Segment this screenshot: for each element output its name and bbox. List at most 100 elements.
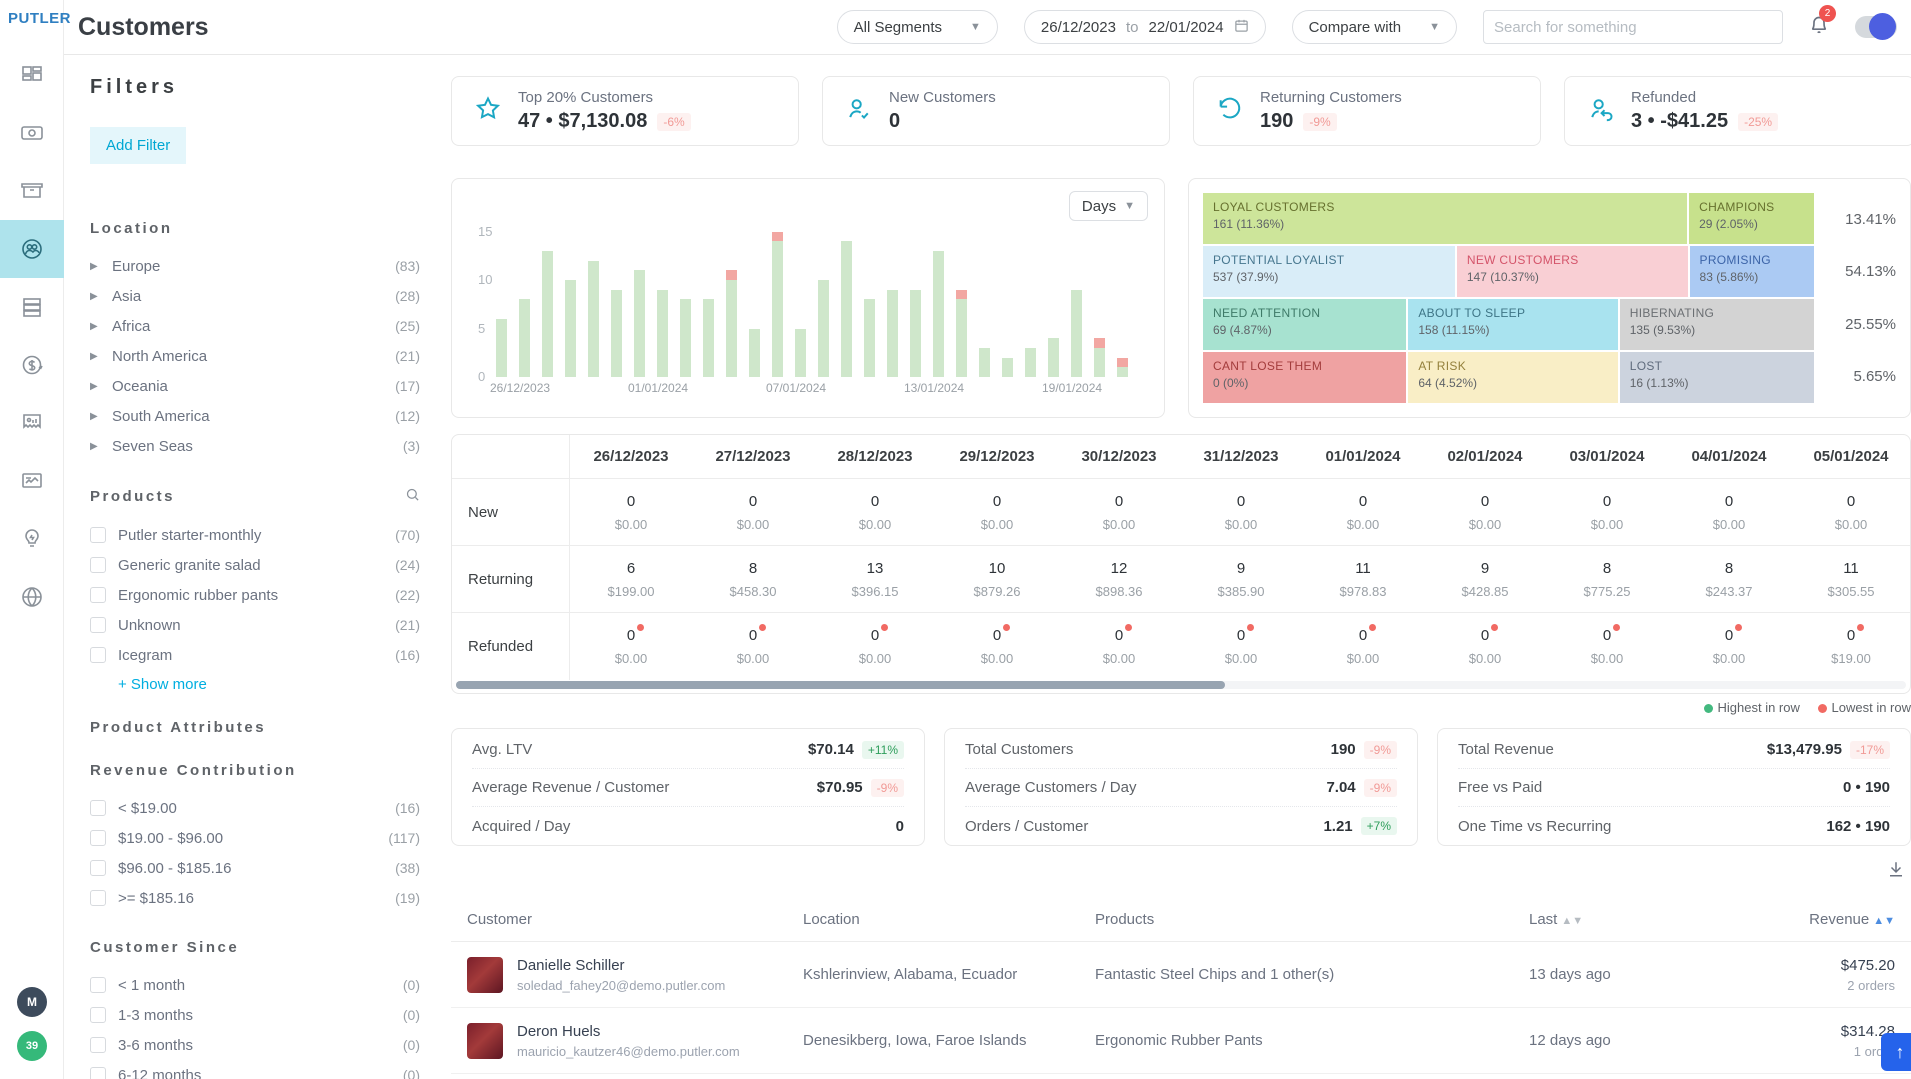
product-filter-checkbox[interactable]: [90, 587, 106, 603]
chart-bar[interactable]: [680, 299, 691, 377]
chart-bar[interactable]: [565, 280, 576, 377]
daily-cell[interactable]: 9 $385.90: [1180, 560, 1302, 599]
product-filter-item[interactable]: Unknown (21): [90, 610, 420, 640]
rfm-segment-loyal-customers[interactable]: LOYAL CUSTOMERS 161 (11.36%): [1203, 193, 1688, 244]
product-filter-checkbox[interactable]: [90, 617, 106, 633]
daily-cell[interactable]: 0 $0.00: [1180, 493, 1302, 532]
theme-toggle[interactable]: [1855, 13, 1897, 40]
chart-bar[interactable]: [979, 347, 990, 377]
rfm-segment-about-to-sleep[interactable]: ABOUT TO SLEEP 158 (11.15%): [1408, 299, 1618, 350]
sidebar-item-insights[interactable]: [0, 394, 64, 452]
segments-dropdown[interactable]: All Segments ▼: [836, 10, 998, 44]
daily-cell[interactable]: 8 $458.30: [692, 560, 814, 599]
since-filter-item[interactable]: < 1 month (0): [90, 970, 420, 1000]
chart-bar[interactable]: [657, 289, 668, 377]
daily-cell[interactable]: 10 $879.26: [936, 560, 1058, 599]
show-more-link[interactable]: + Show more: [118, 676, 207, 693]
daily-cell[interactable]: 0 $0.00: [936, 493, 1058, 532]
scroll-to-top-button[interactable]: ↑: [1881, 1033, 1911, 1071]
revenue-filter-item[interactable]: < $19.00 (16): [90, 793, 420, 823]
chart-bar[interactable]: [795, 328, 806, 377]
chart-bar[interactable]: [1071, 289, 1082, 377]
daily-cell[interactable]: 11 $978.83: [1302, 560, 1424, 599]
revenue-filter-checkbox[interactable]: [90, 800, 106, 816]
daily-cell[interactable]: 13 $396.15: [814, 560, 936, 599]
product-filter-item[interactable]: Putler starter-monthly (70): [90, 520, 420, 550]
rfm-segment-potential-loyalist[interactable]: POTENTIAL LOYALIST 537 (37.9%): [1203, 246, 1455, 297]
chart-bar[interactable]: [910, 289, 921, 377]
search-input[interactable]: [1494, 18, 1772, 36]
chart-bar[interactable]: [542, 250, 553, 377]
chart-bar[interactable]: [772, 231, 783, 377]
daily-cell[interactable]: 0 $0.00: [1424, 624, 1546, 666]
location-filter-item[interactable]: ▶ South America (12): [90, 401, 420, 431]
location-filter-item[interactable]: ▶ Asia (28): [90, 281, 420, 311]
sidebar-item-sales[interactable]: [0, 104, 64, 162]
daily-cell[interactable]: 11 $305.55: [1790, 560, 1910, 599]
daily-cell[interactable]: 9 $428.85: [1424, 560, 1546, 599]
since-filter-checkbox[interactable]: [90, 977, 106, 993]
revenue-filter-item[interactable]: $19.00 - $96.00 (117): [90, 823, 420, 853]
daily-cell[interactable]: 0 $0.00: [570, 493, 692, 532]
chart-period-dropdown[interactable]: Days ▼: [1068, 191, 1148, 221]
date-range-picker[interactable]: 26/12/2023 to 22/01/2024: [1023, 10, 1266, 44]
daily-cell[interactable]: 0 $0.00: [1058, 624, 1180, 666]
daily-cell[interactable]: 0 $0.00: [1424, 493, 1546, 532]
chart-bar[interactable]: [887, 289, 898, 377]
daily-cell[interactable]: 0 $0.00: [1668, 493, 1790, 532]
rfm-segment-champions[interactable]: CHAMPIONS 29 (2.05%): [1689, 193, 1814, 244]
daily-cell[interactable]: 0 $0.00: [1180, 624, 1302, 666]
daily-cell[interactable]: 0 $0.00: [814, 624, 936, 666]
daily-cell[interactable]: 12 $898.36: [1058, 560, 1180, 599]
chart-bar[interactable]: [634, 270, 645, 377]
location-filter-item[interactable]: ▶ Africa (25): [90, 311, 420, 341]
col-last-sort[interactable]: Last ▲▼: [1529, 911, 1584, 928]
daily-cell[interactable]: 8 $775.25: [1546, 560, 1668, 599]
chart-bar[interactable]: [611, 289, 622, 377]
sidebar-item-trends[interactable]: [0, 452, 64, 510]
since-filter-checkbox[interactable]: [90, 1037, 106, 1053]
product-filter-checkbox[interactable]: [90, 557, 106, 573]
chart-bar[interactable]: [726, 270, 737, 377]
chart-bar[interactable]: [1025, 347, 1036, 377]
download-icon[interactable]: [1887, 860, 1905, 883]
rfm-segment-new-customers[interactable]: NEW CUSTOMERS 147 (10.37%): [1456, 246, 1688, 297]
customer-row[interactable]: Danielle Schiller soledad_fahey20@demo.pu…: [451, 942, 1911, 1008]
daily-cell[interactable]: 0 $0.00: [570, 624, 692, 666]
product-filter-item[interactable]: Icegram (16): [90, 640, 420, 670]
daily-cell[interactable]: 0 $0.00: [692, 493, 814, 532]
since-filter-item[interactable]: 1-3 months (0): [90, 1000, 420, 1030]
sidebar-item-dashboard[interactable]: [0, 46, 64, 104]
daily-cell[interactable]: 0 $0.00: [1302, 624, 1424, 666]
daily-cell[interactable]: 0 $0.00: [1668, 624, 1790, 666]
sidebar-item-subscriptions[interactable]: [0, 336, 64, 394]
daily-cell[interactable]: 8 $243.37: [1668, 560, 1790, 599]
since-filter-item[interactable]: 6-12 months (0): [90, 1060, 420, 1079]
chart-bar[interactable]: [1117, 357, 1128, 377]
customer-row[interactable]: Deron Huels mauricio_kautzer46@demo.putle…: [451, 1008, 1911, 1074]
chart-bar[interactable]: [1002, 357, 1013, 377]
location-filter-item[interactable]: ▶ North America (21): [90, 341, 420, 371]
since-filter-item[interactable]: 3-6 months (0): [90, 1030, 420, 1060]
col-revenue-sort[interactable]: Revenue ▲▼: [1809, 911, 1895, 928]
revenue-filter-checkbox[interactable]: [90, 890, 106, 906]
scrollbar-thumb[interactable]: [456, 681, 1225, 689]
location-filter-item[interactable]: ▶ Europe (83): [90, 251, 420, 281]
chart-bar[interactable]: [1094, 338, 1105, 377]
chart-bar[interactable]: [749, 328, 760, 377]
daily-cell[interactable]: 0 $0.00: [1302, 493, 1424, 532]
chart-bar[interactable]: [519, 299, 530, 377]
chart-bar[interactable]: [864, 299, 875, 377]
rfm-segment-cant-lose-them[interactable]: CANT LOSE THEM 0 (0%): [1203, 352, 1407, 403]
rfm-segment-promising[interactable]: PROMISING 83 (5.86%): [1689, 246, 1814, 297]
since-filter-checkbox[interactable]: [90, 1007, 106, 1023]
compare-with-dropdown[interactable]: Compare with ▼: [1291, 10, 1457, 44]
daily-cell[interactable]: 0 $19.00: [1790, 624, 1910, 666]
notification-count-avatar[interactable]: 39: [17, 1031, 47, 1061]
daily-cell[interactable]: 0 $0.00: [1058, 493, 1180, 532]
daily-cell[interactable]: 0 $0.00: [1546, 624, 1668, 666]
product-filter-item[interactable]: Ergonomic rubber pants (22): [90, 580, 420, 610]
chart-bar[interactable]: [818, 280, 829, 377]
daily-cell[interactable]: 0 $0.00: [814, 493, 936, 532]
product-filter-item[interactable]: Generic granite salad (24): [90, 550, 420, 580]
